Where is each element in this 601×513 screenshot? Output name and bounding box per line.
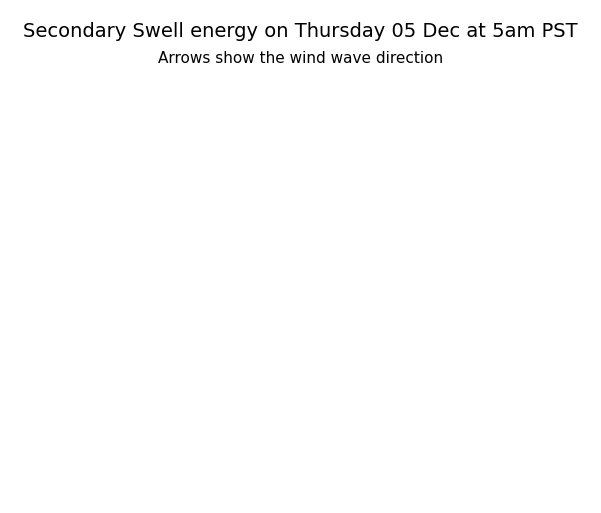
Text: Secondary Swell energy on Thursday 05 Dec at 5am PST: Secondary Swell energy on Thursday 05 De… [23, 22, 578, 41]
Text: Arrows show the wind wave direction: Arrows show the wind wave direction [158, 51, 443, 66]
